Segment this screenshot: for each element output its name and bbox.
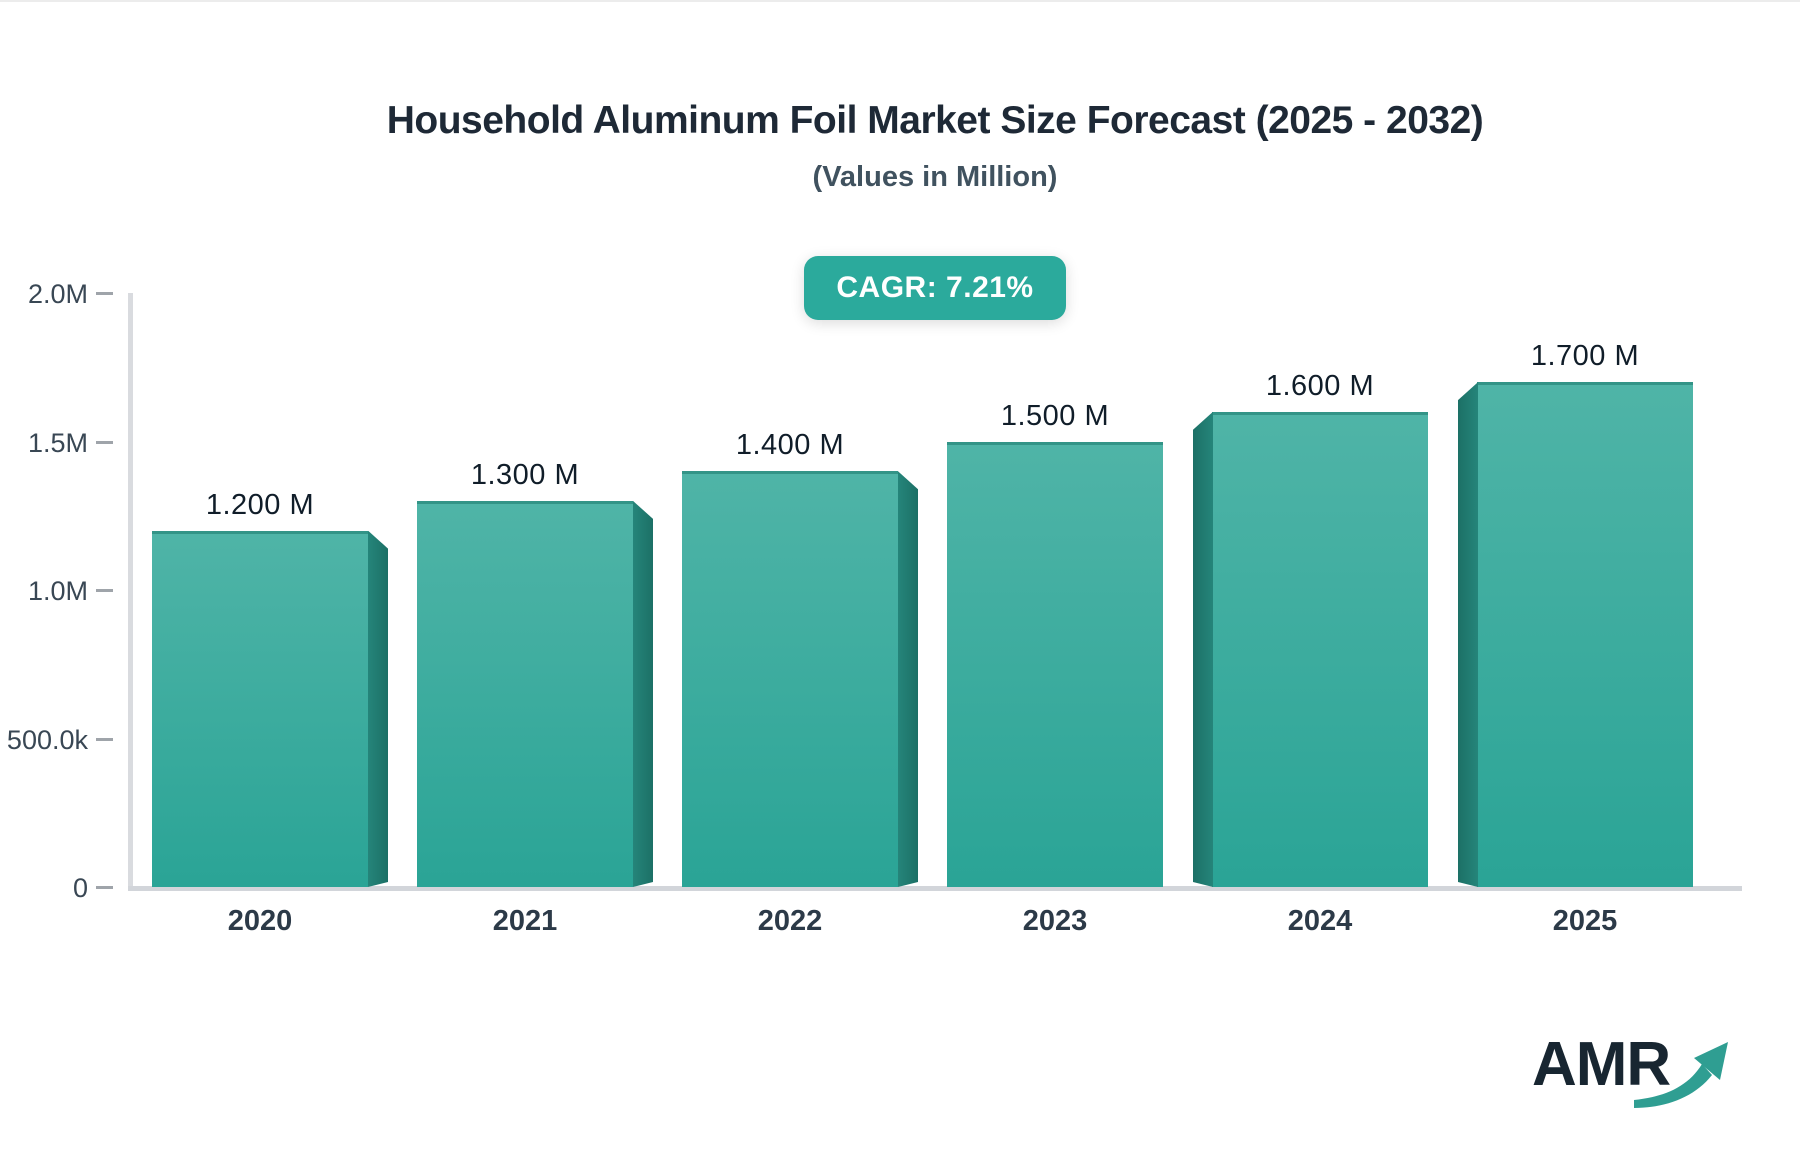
- bar-2020-side-face: [368, 531, 388, 887]
- x-axis-label-2022: 2022: [757, 905, 823, 937]
- badge-row: CAGR: 7.21%: [128, 256, 1742, 320]
- y-axis-line: [128, 293, 133, 887]
- y-axis-tick-mark: [96, 886, 113, 889]
- x-axis-label-2021: 2021: [492, 905, 558, 937]
- x-axis-label-2024: 2024: [1287, 905, 1353, 937]
- bar-2021[interactable]: [417, 500, 633, 887]
- x-axis-line: [128, 886, 1742, 891]
- y-axis-tick-label: 1.0M: [27, 576, 88, 606]
- growth-arrow-icon: [1634, 1042, 1728, 1108]
- y-axis-tick-mark: [96, 737, 113, 741]
- x-axis-label-2025: 2025: [1552, 905, 1618, 937]
- bar-value-label: 1.700 M: [1530, 340, 1640, 373]
- bar-2025-side-face: [1458, 382, 1478, 887]
- chart-header: Household Aluminum Foil Market Size Fore…: [128, 98, 1742, 194]
- x-axis-label-2020: 2020: [227, 905, 293, 937]
- bar-2024-side-face: [1193, 412, 1213, 887]
- y-axis-tick-mark: [96, 589, 113, 592]
- bar-2023[interactable]: [947, 441, 1163, 887]
- bar-2024[interactable]: [1212, 411, 1428, 887]
- bar-value-label: 1.500 M: [1000, 399, 1110, 432]
- y-axis-tick-mark: [96, 440, 113, 444]
- x-axis-label-2023: 2023: [1022, 905, 1088, 937]
- y-axis-tick-label: 500.0k: [6, 724, 88, 755]
- bar-value-label: 1.300 M: [470, 458, 580, 491]
- bar-value-label: 1.200 M: [205, 488, 315, 521]
- chart-title: Household Aluminum Foil Market Size Fore…: [386, 99, 1484, 142]
- bar-2021-side-face: [633, 501, 653, 887]
- y-axis-tick-mark: [96, 292, 113, 295]
- bar-2022-side-face: [898, 471, 918, 887]
- cagr-badge: CAGR: 7.21%: [804, 256, 1066, 320]
- chart-subtitle: (Values in Million): [812, 160, 1058, 193]
- y-axis-tick-label: 2.0M: [27, 279, 88, 309]
- bar-2025[interactable]: [1477, 382, 1693, 887]
- y-axis-tick-label: 1.5M: [27, 427, 88, 458]
- bar-2020[interactable]: [152, 530, 368, 887]
- bar-2022[interactable]: [682, 471, 898, 887]
- bar-value-label: 1.600 M: [1265, 369, 1375, 402]
- y-axis-tick-label: 0: [72, 873, 88, 903]
- amr-logo: AMR: [1532, 1034, 1732, 1114]
- amr-logo-text: AMR: [1532, 1030, 1671, 1099]
- bar-value-label: 1.400 M: [735, 429, 845, 462]
